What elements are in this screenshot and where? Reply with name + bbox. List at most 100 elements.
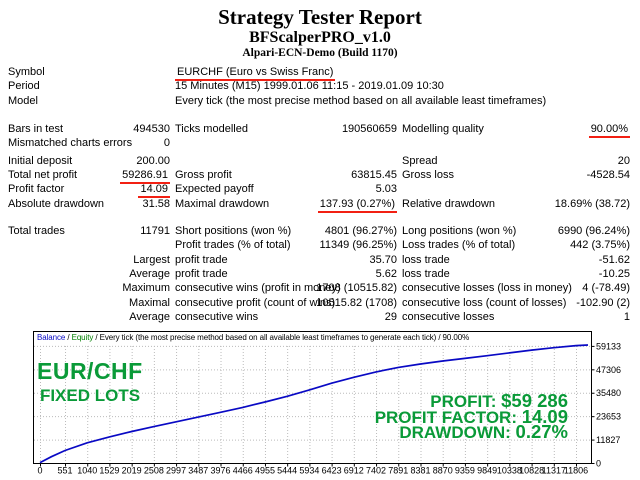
stat-value-underlined: 59286.91 — [120, 168, 170, 184]
table-row: Absolute drawdown 31.58 Maximal drawdown 13… — [0, 197, 640, 213]
drawdown-value: 0.27% — [515, 421, 568, 443]
x-tick-label: 7891 — [388, 466, 408, 476]
balance-chart-svg: 0 551 1040 1529 2019 2508 2997 3487 3976 4466 4955… — [33, 331, 621, 476]
stat-value: Average — [129, 310, 170, 323]
legend-separator: / — [65, 333, 72, 342]
stat-value: 20 — [617, 154, 630, 167]
stat-label: Profit trades (% of total) — [175, 239, 291, 252]
x-tick-label: 4955 — [255, 466, 275, 476]
stat-label: Total net profit — [8, 168, 78, 181]
x-tick-label: 5444 — [277, 466, 297, 476]
stat-label: Loss trades (% of total) — [402, 239, 516, 252]
stat-label: Long positions (won %) — [402, 224, 517, 237]
stat-label: Mismatched charts errors — [8, 137, 133, 150]
stat-label: Profit factor — [8, 183, 65, 196]
stat-value: 11791 — [140, 224, 170, 237]
stat-label: Initial deposit — [8, 154, 73, 167]
stat-label: Absolute drawdown — [8, 197, 105, 210]
x-tick-label: 8870 — [433, 466, 453, 476]
ea-name: BFScalperPRO_v1.0 — [249, 29, 391, 46]
stat-value-wide: Every tick (the most precise method base… — [175, 94, 547, 107]
profit-factor-annotation: PROFIT FACTOR: 14.09 — [375, 405, 568, 427]
stat-label: Modelling quality — [402, 122, 484, 135]
table-row: Profit factor 14.09 Expected payoff 5.03 — [0, 183, 640, 199]
report-header: Strategy Tester Report BFScalperPRO_v1.0… — [0, 6, 640, 60]
stat-value: 5.03 — [375, 183, 397, 196]
table-row: Total trades 11791 Short positions (won %)… — [0, 225, 640, 239]
y-tick-label: 11827 — [596, 435, 620, 445]
x-tick-label: 3487 — [188, 466, 208, 476]
x-tick-label: 11806 — [564, 466, 588, 476]
stat-value-underlined: 137.93 (0.27%) — [317, 197, 397, 213]
x-tick-label: 551 — [58, 466, 73, 476]
x-tick-label: 0 — [37, 466, 42, 476]
stat-label: consecutive loss (count of losses) — [402, 296, 567, 309]
stat-label: consecutive wins (profit in money) — [175, 282, 341, 295]
stat-value: Maximum — [122, 282, 170, 295]
profit-value: $59 286 — [501, 390, 568, 411]
stat-label: loss trade — [402, 253, 450, 266]
stat-label: consecutive losses — [402, 310, 495, 323]
stat-label: consecutive losses (loss in money) — [402, 282, 572, 295]
x-tick-label: 9849 — [477, 466, 497, 476]
stat-value-underlined: 14.09 — [138, 183, 170, 199]
table-row: Largest profit trade 35.70 loss trade -51.62 — [0, 254, 640, 268]
table-row: Initial deposit 200.00 Spread 20 — [0, 155, 640, 169]
x-tick-label: 7402 — [366, 466, 386, 476]
legend-rest: / Every tick (the most precise method ba… — [93, 333, 470, 342]
profit-factor-value: 14.09 — [521, 405, 568, 427]
stat-value: -51.62 — [598, 253, 630, 266]
y-tick-label: 0 — [596, 459, 601, 469]
x-tick-label: 1040 — [77, 466, 97, 476]
table-row: Bars in test 494530 Ticks modelled 19056065… — [0, 122, 640, 138]
stat-value: 494530 — [133, 122, 170, 135]
stat-value-wide: EURCHF (Euro vs Swiss Franc) — [175, 66, 336, 81]
x-tick-label: 2508 — [144, 466, 164, 476]
drawdown-label: DRAWDOWN: — [399, 423, 516, 443]
stat-value: 1 — [623, 310, 630, 323]
stat-value: 90.00% — [440, 122, 630, 138]
x-tick-label: 11317 — [542, 466, 566, 476]
y-axis-labels: 0 11827 23653 35480 47306 59133 — [596, 341, 621, 468]
stat-value: 200.00 — [136, 154, 170, 167]
stats-table: Symbol EURCHF (Euro vs Swiss Franc) Period… — [0, 66, 640, 325]
stat-value: Maximal — [129, 296, 170, 309]
stat-value: Largest — [133, 253, 170, 266]
stat-value-wide: 15 Minutes (M15) 1999.01.06 11:15 - 2019… — [175, 80, 444, 93]
x-tick-label: 5934 — [299, 466, 319, 476]
table-row: Profit trades (% of total) 11349 (96.25%)… — [0, 239, 640, 253]
x-tick-label: 8381 — [410, 466, 430, 476]
stat-label: consecutive profit (count of wins) — [175, 296, 336, 309]
stat-value: -10.25 — [598, 267, 630, 280]
server-build: Alpari-ECN-Demo (Build 1170) — [242, 47, 398, 59]
stat-value: 0 — [163, 137, 170, 150]
balance-chart: 0 551 1040 1529 2019 2508 2997 3487 3976 4466 4955… — [0, 330, 640, 480]
x-axis-labels: 0 551 1040 1529 2019 2508 2997 3487 3976 4466 4955… — [37, 466, 588, 476]
stat-label: loss trade — [402, 267, 450, 280]
chart-legend: Balance / Equity / Every tick (the most … — [37, 333, 469, 342]
y-tick-label: 23653 — [596, 412, 621, 422]
x-tick-label: 2019 — [122, 466, 142, 476]
stat-value: 11349 (96.25%) — [319, 239, 397, 252]
table-row: Model Every tick (the most precise method… — [0, 95, 640, 109]
stat-label: Relative drawdown — [402, 197, 495, 210]
x-tick-label: 6912 — [344, 466, 364, 476]
stat-label: Total trades — [8, 224, 65, 237]
x-tick-label: 1529 — [99, 466, 119, 476]
stat-value: 442 (3.75%) — [570, 239, 630, 252]
stat-value: 4801 (96.27%) — [324, 224, 397, 237]
stat-value: 35.70 — [369, 253, 397, 266]
x-tick-label: 6423 — [322, 466, 342, 476]
table-row: Average consecutive wins 29 consecutive los… — [0, 311, 640, 325]
stat-value: 10515.82 (1708) — [316, 296, 397, 309]
x-tick-label: 9359 — [455, 466, 475, 476]
stat-label: Maximal drawdown — [175, 197, 270, 210]
stat-value: 6990 (96.24%) — [557, 224, 630, 237]
profit-label: PROFIT: — [430, 392, 502, 411]
legend-balance: Balance — [37, 333, 66, 342]
stat-value: 4 (-78.49) — [582, 282, 630, 295]
x-tick-label: 3976 — [210, 466, 230, 476]
stat-value: -4528.54 — [586, 168, 630, 181]
y-tick-label: 35480 — [596, 388, 621, 398]
